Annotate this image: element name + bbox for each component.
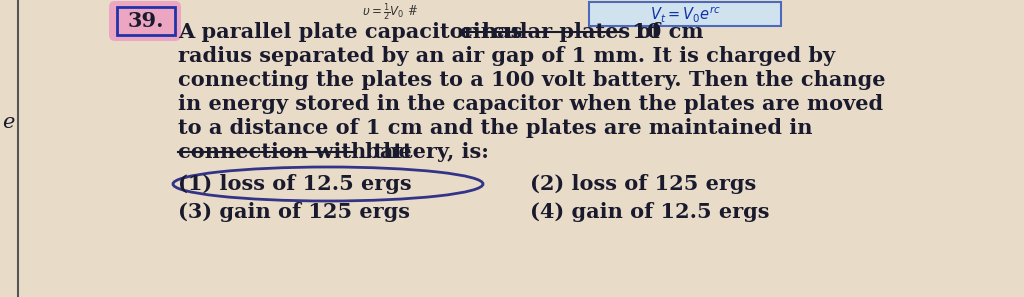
Text: 39.: 39. — [128, 11, 164, 31]
Text: circular plates of: circular plates of — [460, 22, 660, 42]
Text: (2) loss of 125 ergs: (2) loss of 125 ergs — [530, 174, 757, 194]
Text: 10 cm: 10 cm — [625, 22, 703, 42]
Text: battery, is:: battery, is: — [358, 142, 488, 162]
FancyBboxPatch shape — [589, 2, 781, 26]
Text: in energy stored in the capacitor when the plates are moved: in energy stored in the capacitor when t… — [178, 94, 883, 114]
FancyBboxPatch shape — [109, 1, 181, 41]
Text: A parallel plate capacitor has: A parallel plate capacitor has — [178, 22, 529, 42]
Text: connection with the: connection with the — [178, 142, 412, 162]
Text: $\upsilon{=}\frac{1}{2}V_0$ #: $\upsilon{=}\frac{1}{2}V_0$ # — [361, 1, 418, 23]
Text: (3) gain of 125 ergs: (3) gain of 125 ergs — [178, 202, 410, 222]
Text: to a distance of 1 cm and the plates are maintained in: to a distance of 1 cm and the plates are… — [178, 118, 812, 138]
Text: $V_t = V_0 e^{rc}$: $V_t = V_0 e^{rc}$ — [649, 4, 721, 24]
Text: connecting the plates to a 100 volt battery. Then the change: connecting the plates to a 100 volt batt… — [178, 70, 886, 90]
Text: e: e — [2, 113, 14, 132]
Text: (1) loss of 12.5 ergs: (1) loss of 12.5 ergs — [178, 174, 412, 194]
Text: radius separated by an air gap of 1 mm. It is charged by: radius separated by an air gap of 1 mm. … — [178, 46, 836, 66]
Text: (4) gain of 12.5 ergs: (4) gain of 12.5 ergs — [530, 202, 769, 222]
